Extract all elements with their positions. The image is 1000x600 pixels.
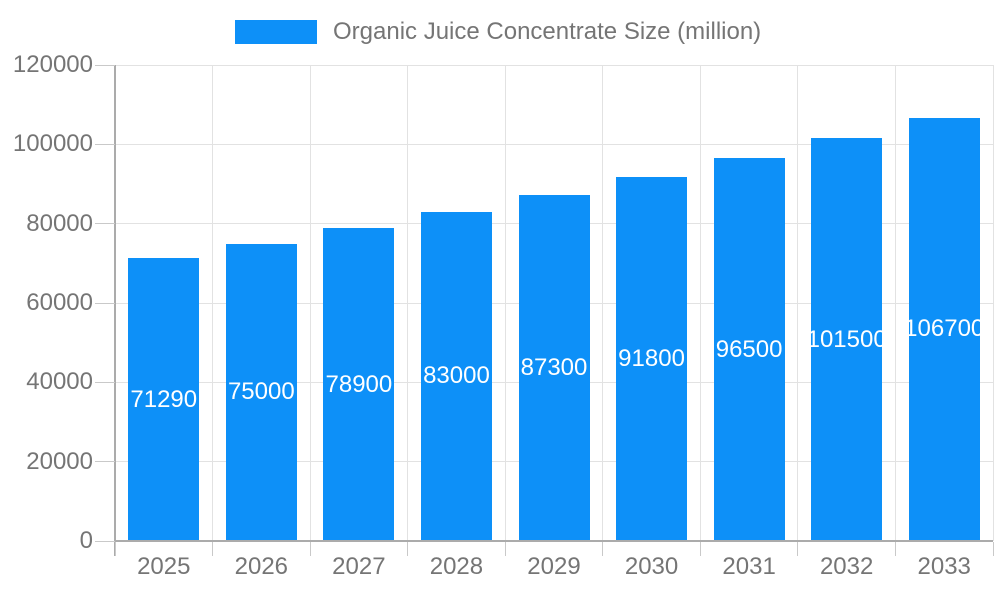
- x-axis-line: [115, 540, 993, 542]
- y-axis-tick: [95, 64, 115, 66]
- x-axis-tick-label: 2029: [527, 553, 581, 580]
- y-axis-tick-label: 20000: [26, 447, 93, 475]
- bar: 91800: [616, 176, 688, 541]
- x-axis-tick: [699, 542, 701, 556]
- gridline-horizontal: [115, 64, 993, 66]
- bar-value-label: 101500: [811, 325, 883, 353]
- x-axis-tick: [114, 542, 116, 556]
- y-axis-tick: [95, 540, 115, 542]
- gridline-vertical: [407, 65, 409, 541]
- x-axis-tick-label: 2028: [429, 553, 484, 580]
- x-axis-tick-label: 2030: [624, 553, 679, 580]
- y-axis-tick-label: 0: [79, 527, 93, 554]
- y-axis-tick: [95, 461, 115, 463]
- x-axis-tick: [894, 542, 896, 556]
- gridline-vertical: [894, 65, 896, 541]
- bar-value-label: 75000: [227, 378, 295, 406]
- gridline-vertical: [504, 65, 506, 541]
- x-axis-tick: [602, 542, 604, 556]
- bar: 78900: [323, 228, 395, 541]
- y-axis-tick-label: 120000: [12, 51, 93, 78]
- bar: 101500: [811, 138, 883, 541]
- x-axis-tick-label: 2032: [819, 553, 874, 580]
- bar-value-label: 83000: [423, 362, 490, 390]
- y-axis-tick: [95, 223, 115, 225]
- y-axis-line: [114, 65, 116, 556]
- x-axis-tick-label: 2031: [722, 553, 776, 580]
- x-axis-tick-label: 2027: [332, 553, 386, 580]
- chart-legend: Organic Juice Concentrate Size (million): [0, 0, 1000, 60]
- x-axis-tick-label: 2033: [917, 553, 971, 580]
- y-axis-tick: [95, 143, 115, 145]
- bar-value-label: 78900: [325, 370, 393, 398]
- bar-value-label: 71290: [130, 385, 198, 413]
- gridline-horizontal: [115, 143, 993, 145]
- gridline-vertical: [309, 65, 311, 541]
- bar-value-label: 96500: [715, 335, 783, 363]
- bar-value-label: 91800: [618, 344, 685, 372]
- x-axis-tick: [504, 542, 506, 556]
- x-axis-tick: [992, 542, 994, 556]
- gridline-vertical: [992, 65, 994, 541]
- x-axis-tick-label: 2026: [234, 553, 289, 580]
- bar-value-label: 87300: [520, 353, 588, 381]
- y-axis-tick-label: 100000: [12, 130, 93, 158]
- x-axis-tick: [212, 542, 214, 556]
- bar: 87300: [518, 194, 590, 541]
- gridline-vertical: [212, 65, 214, 541]
- y-axis-tick-label: 80000: [26, 209, 93, 237]
- bar: 96500: [713, 158, 785, 541]
- y-axis-tick-label: 40000: [26, 368, 93, 396]
- x-axis-tick: [797, 542, 799, 556]
- bar: 71290: [128, 258, 200, 541]
- legend-swatch: [235, 20, 317, 44]
- y-axis-tick: [95, 381, 115, 383]
- bar: 83000: [420, 211, 492, 541]
- y-axis-tick: [95, 302, 115, 304]
- gridline-vertical: [797, 65, 799, 541]
- plot-area: 71290 75000 78900 83000 87300 91800 96500 10150…: [115, 64, 994, 541]
- gridline-vertical: [699, 65, 701, 541]
- bar: 75000: [225, 243, 297, 541]
- bar-value-label: 106700: [908, 315, 980, 343]
- gridline-vertical: [602, 65, 604, 541]
- x-axis-tick: [407, 542, 409, 556]
- x-axis-tick: [309, 542, 311, 556]
- legend-label: Organic Juice Concentrate Size (million): [333, 18, 762, 45]
- bar: 106700: [908, 117, 980, 541]
- x-axis-tick-label: 2025: [137, 553, 191, 580]
- y-axis-tick-label: 60000: [26, 289, 93, 316]
